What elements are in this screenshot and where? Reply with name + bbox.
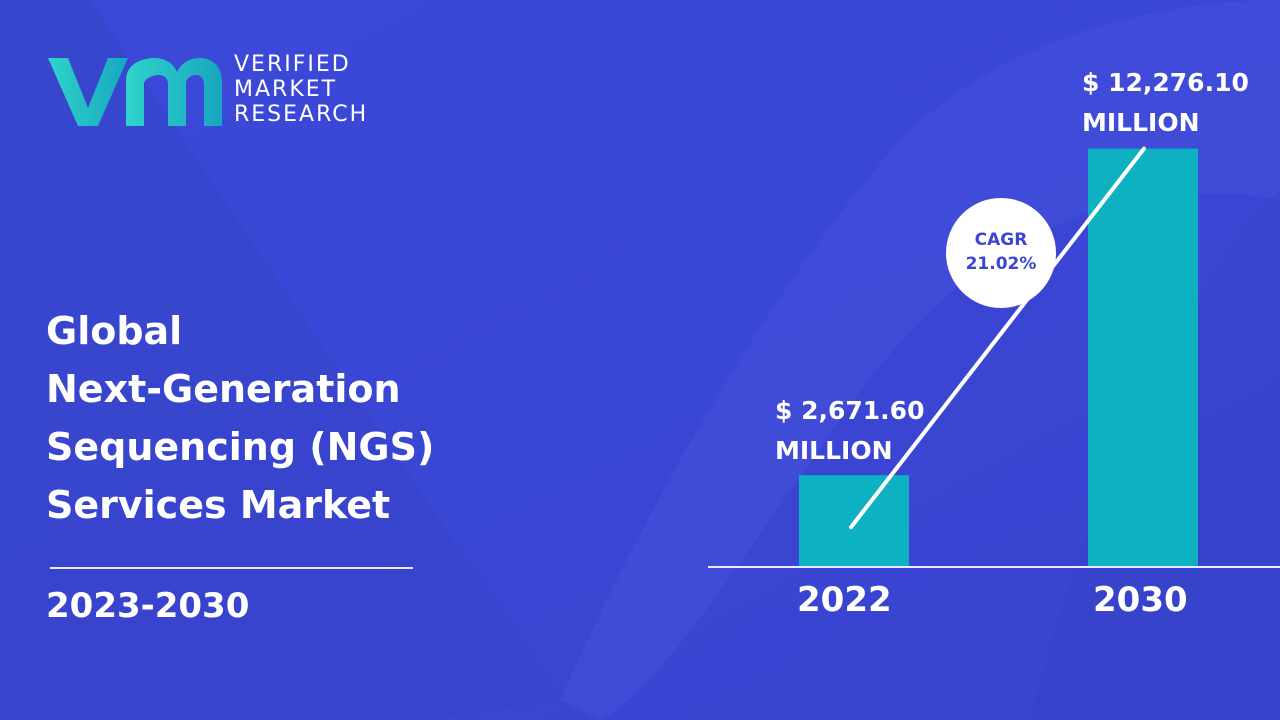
title-divider bbox=[50, 567, 413, 569]
x-tick-2022: 2022 bbox=[797, 580, 892, 620]
cagr-value: 21.02% bbox=[965, 254, 1037, 274]
growth-trend-line bbox=[849, 146, 1146, 530]
title-line-2: Next-Generation bbox=[46, 367, 401, 411]
brand-logo: VERIFIED MARKET RESEARCH bbox=[44, 50, 404, 130]
brand-line-2: MARKET bbox=[234, 77, 338, 102]
page-title: Global Next-Generation Sequencing (NGS) … bbox=[46, 302, 506, 534]
cagr-label: CAGR bbox=[974, 230, 1028, 250]
vmr-logo-icon bbox=[48, 58, 222, 126]
bar-unit-2030: MILLION bbox=[1082, 107, 1200, 137]
title-line-4: Services Market bbox=[46, 483, 391, 527]
cagr-badge: CAGR 21.02% bbox=[946, 198, 1056, 308]
title-line-3: Sequencing (NGS) bbox=[46, 425, 435, 469]
x-tick-2030: 2030 bbox=[1093, 580, 1188, 620]
brand-line-3: RESEARCH bbox=[234, 102, 369, 127]
bar-value-2030: $ 12,276.10 bbox=[1082, 67, 1249, 97]
title-line-1: Global bbox=[46, 309, 183, 353]
bar-value-2022: $ 2,671.60 bbox=[775, 396, 925, 426]
bar-unit-2022: MILLION bbox=[775, 436, 893, 466]
forecast-period: 2023-2030 bbox=[46, 586, 250, 626]
brand-line-1: VERIFIED bbox=[234, 52, 351, 77]
bar-value-label-2022: $ 2,671.60 MILLION bbox=[775, 391, 924, 471]
bar-2030 bbox=[1088, 148, 1198, 566]
bar-value-label-2030: $ 12,276.10 MILLION bbox=[1082, 63, 1249, 143]
